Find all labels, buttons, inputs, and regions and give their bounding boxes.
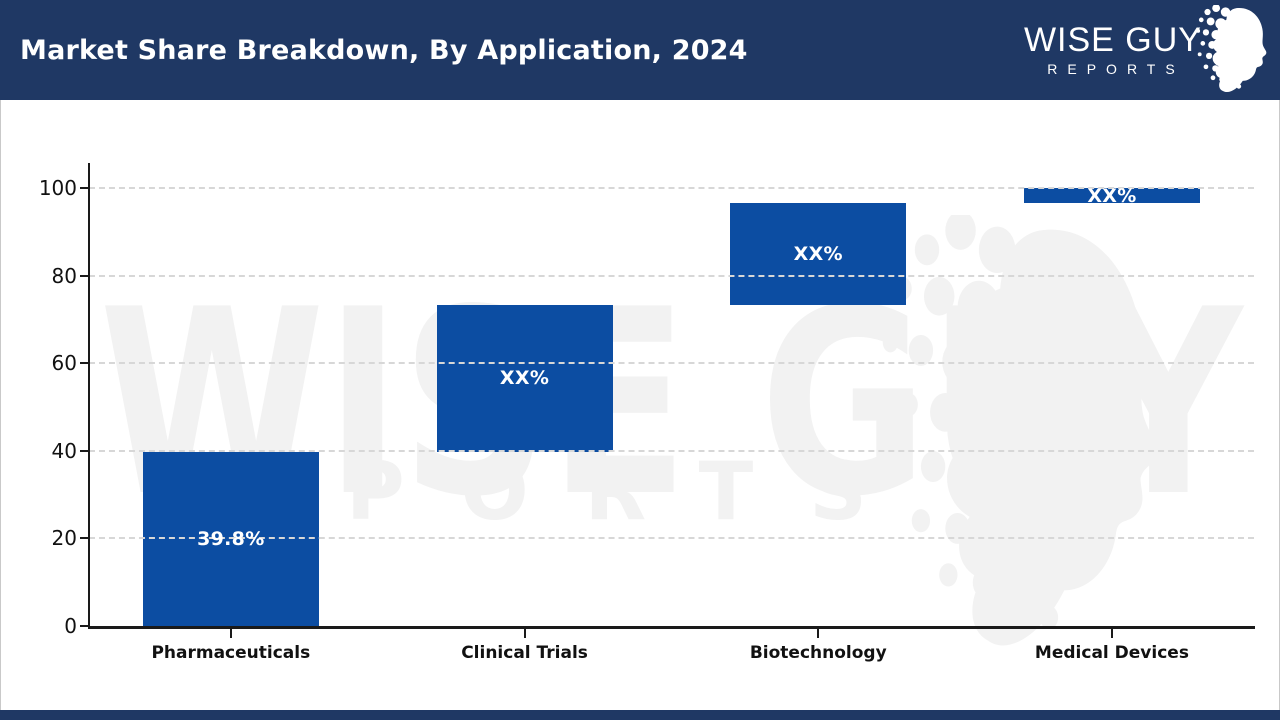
x-tick-label: Pharmaceuticals xyxy=(151,643,311,663)
x-tick-3 xyxy=(817,628,820,638)
gridline-20 xyxy=(89,537,1254,540)
gridline-60 xyxy=(89,362,1254,365)
y-tick-100 xyxy=(80,187,89,189)
x-tick-2 xyxy=(523,628,526,638)
y-tick-0 xyxy=(80,625,89,627)
bar-value-label: 39.8% xyxy=(197,527,265,550)
gridline-80 xyxy=(89,274,1254,277)
bar-clinical-trials xyxy=(436,304,613,452)
x-tick-1 xyxy=(229,628,232,638)
watermark-head-icon xyxy=(882,215,1157,646)
y-tick-40 xyxy=(80,449,89,452)
gridline-100 xyxy=(89,187,1254,189)
logo-text: WISE GUY REPORTS xyxy=(1023,21,1202,77)
footer xyxy=(0,710,1280,720)
chart-area: WISE GUY PORTS 0 20 40 60 80 100 39.8% Pharmace… xyxy=(0,100,1280,710)
gridline-40 xyxy=(89,449,1254,452)
x-tick-4 xyxy=(1110,628,1113,638)
y-tick-20 xyxy=(80,537,89,540)
y-tick-60 xyxy=(80,362,89,365)
logo-wordmark: WISE GUY xyxy=(1023,21,1202,60)
y-tick-80 xyxy=(80,274,89,277)
page-title: Market Share Breakdown, By Application, … xyxy=(20,34,748,66)
logo: WISE GUY REPORTS xyxy=(1024,0,1274,100)
logo-reports-label: REPORTS xyxy=(1047,60,1185,77)
y-tick-label-100: 100 xyxy=(38,176,77,200)
y-tick-label-80: 80 xyxy=(51,263,77,288)
bar-value-label: XX% xyxy=(499,367,550,390)
y-tick-label-0: 0 xyxy=(64,614,77,638)
bar-medical-devices xyxy=(1023,188,1200,204)
bar-value-label: XX% xyxy=(793,242,843,265)
y-tick-label-20: 20 xyxy=(51,526,77,551)
header: Market Share Breakdown, By Application, … xyxy=(0,0,1280,100)
x-axis-line xyxy=(88,626,1255,629)
y-tick-label-40: 40 xyxy=(51,438,77,463)
bar-biotechnology xyxy=(730,203,907,305)
x-tick-label: Medical Devices xyxy=(1034,643,1189,663)
x-tick-label: Biotechnology xyxy=(749,643,887,663)
y-axis-spine xyxy=(88,163,90,628)
bar-value-label: XX% xyxy=(1087,184,1137,207)
watermark-text-ports: PORTS xyxy=(346,445,923,538)
y-tick-label-60: 60 xyxy=(51,351,77,376)
x-tick-label: Clinical Trials xyxy=(461,643,588,663)
